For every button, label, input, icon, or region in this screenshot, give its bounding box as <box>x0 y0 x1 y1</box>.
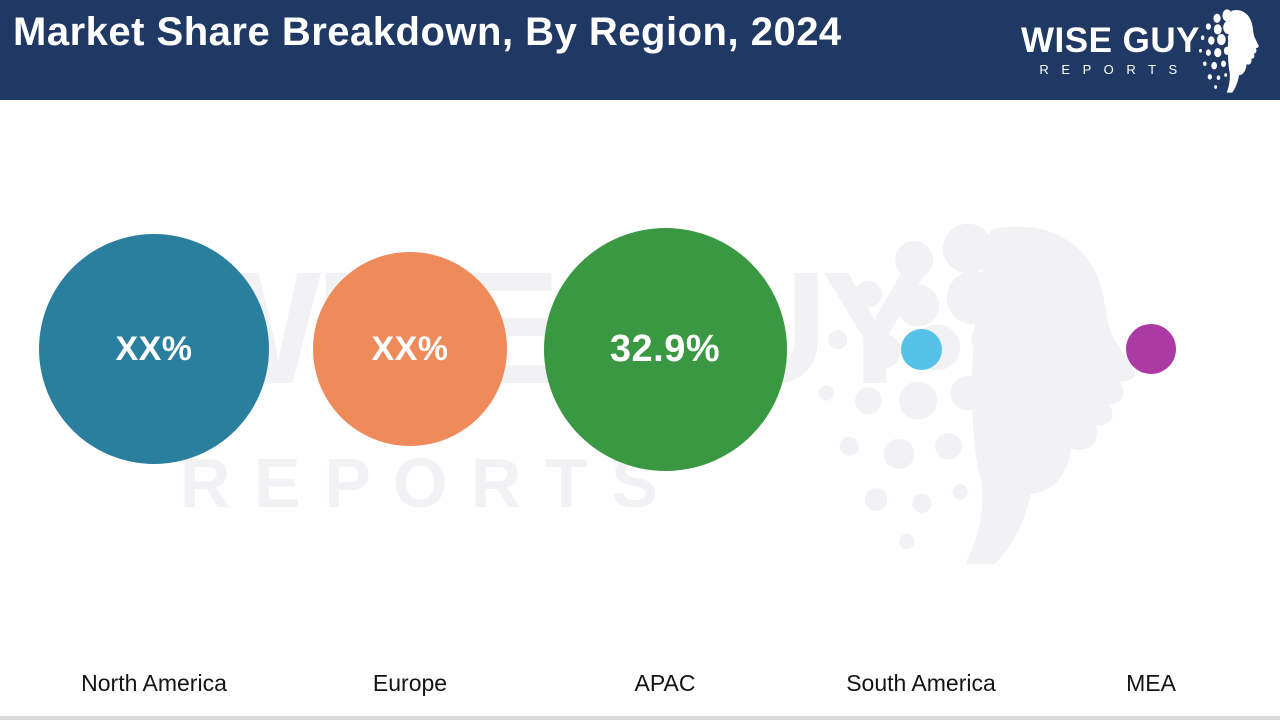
bubble-europe: XX% <box>313 252 507 446</box>
bubble-value-label-europe: XX% <box>371 329 449 368</box>
bubble-value-label-north-america: XX% <box>115 329 193 368</box>
bubble-north-america: XX% <box>39 234 269 464</box>
page-title: Market Share Breakdown, By Region, 2024 <box>13 10 842 54</box>
watermark-head-icon <box>792 218 1174 570</box>
category-label-apac: APAC <box>634 670 696 696</box>
bubble-south-america <box>900 328 942 370</box>
bubble-mea <box>1126 324 1176 374</box>
title-bar: Market Share Breakdown, By Region, 2024 … <box>0 0 1280 100</box>
bubble-value-label-apac: 32.9% <box>609 327 721 370</box>
logo-name: WISE GUY <box>1020 21 1200 60</box>
category-label-south-america: South America <box>846 670 996 696</box>
bubble-apac: 32.9% <box>543 227 787 471</box>
wiseguy-logo: WISE GUY R E P O R T S <box>1021 4 1266 96</box>
bottom-divider <box>0 716 1280 720</box>
watermark-text-line2: R E P O R T S <box>180 444 660 522</box>
wiseguy-head-icon <box>1194 8 1266 94</box>
category-label-north-america: North America <box>81 670 227 696</box>
category-label-mea: MEA <box>1126 670 1176 696</box>
logo-subtext: R E P O R T S <box>1039 62 1182 77</box>
category-label-europe: Europe <box>372 670 448 696</box>
logo-text-block: WISE GUY R E P O R T S <box>1020 21 1200 78</box>
